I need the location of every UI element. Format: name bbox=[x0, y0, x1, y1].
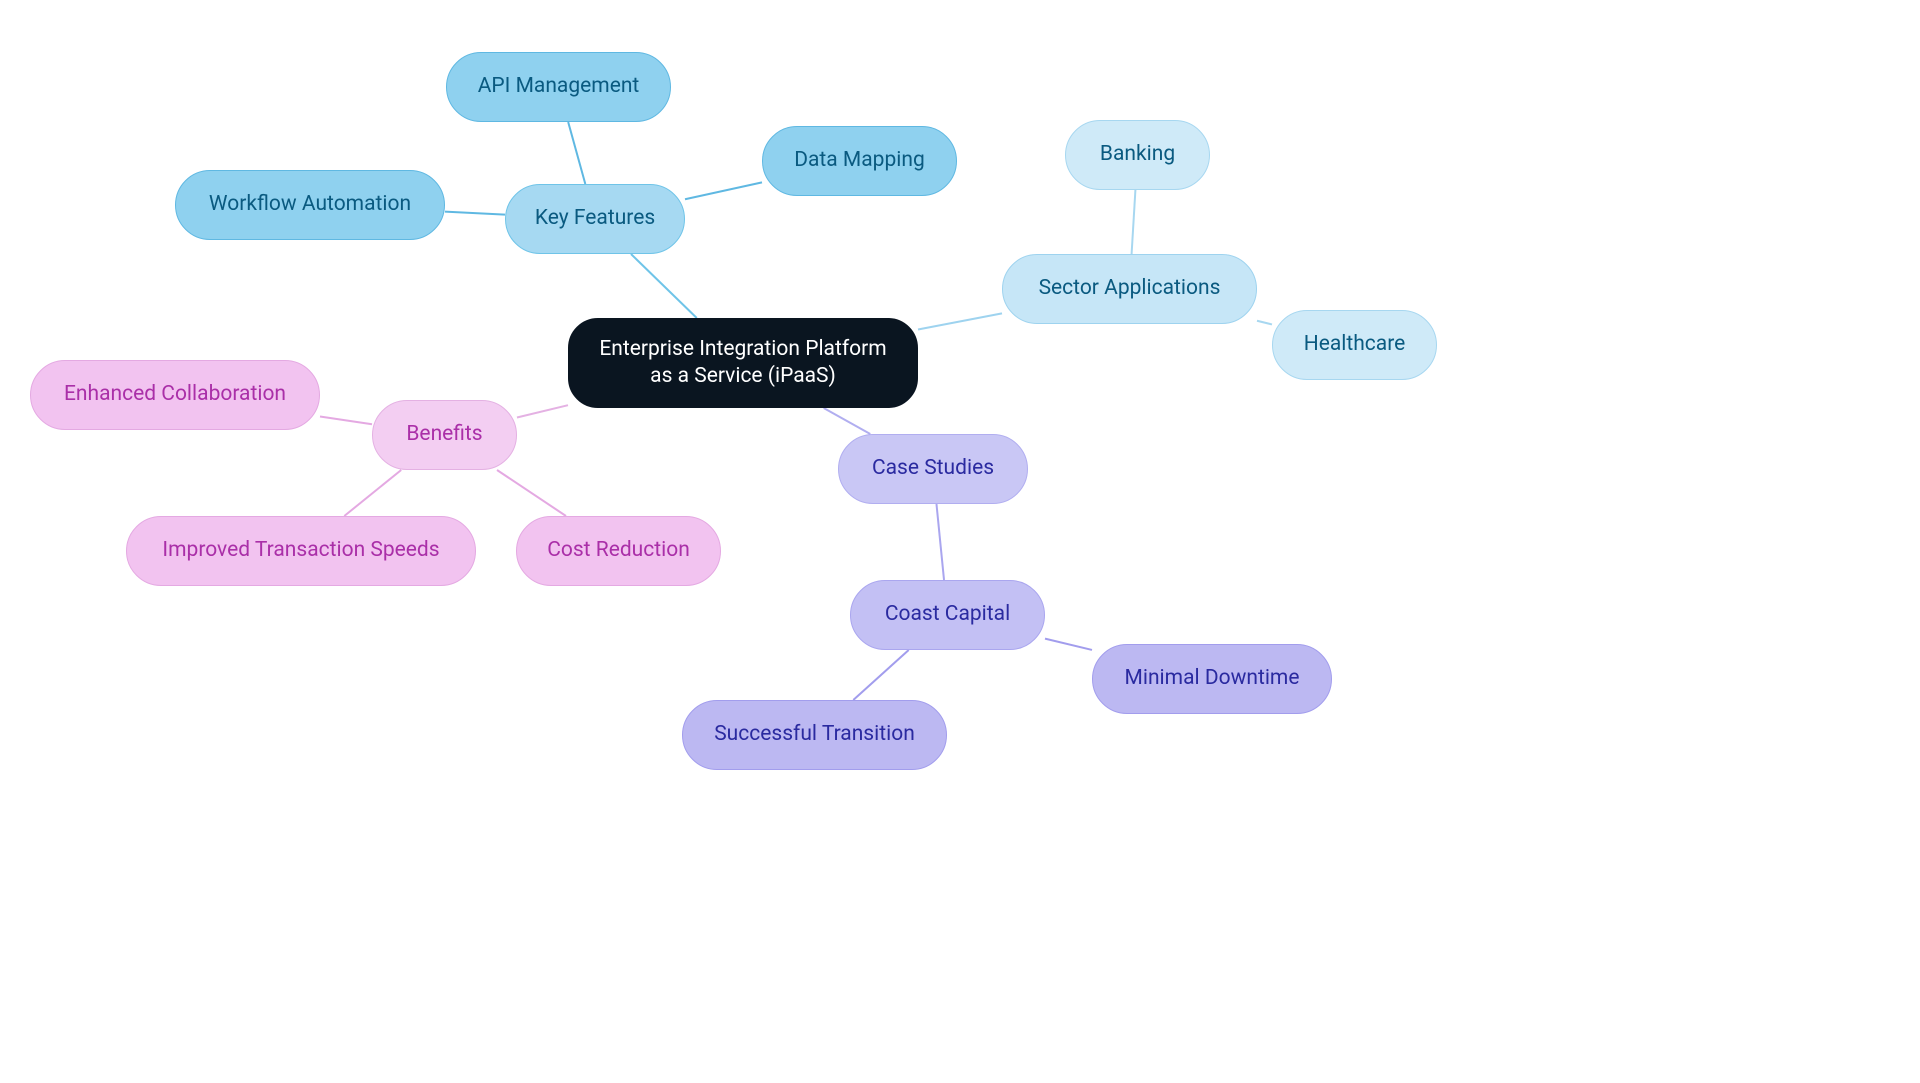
node-sector_apps: Sector Applications bbox=[1002, 254, 1257, 324]
node-root: Enterprise Integration Platform as a Ser… bbox=[568, 318, 918, 408]
edge-key_features-data_mapping bbox=[685, 182, 762, 199]
node-key_features: Key Features bbox=[505, 184, 685, 254]
node-data_mapping: Data Mapping bbox=[762, 126, 957, 196]
edge-root-case_studies bbox=[824, 408, 871, 434]
edge-benefits-enh_collab bbox=[320, 417, 372, 425]
node-api_mgmt: API Management bbox=[446, 52, 671, 122]
edge-root-key_features bbox=[631, 254, 697, 318]
node-case_studies: Case Studies bbox=[838, 434, 1028, 504]
edge-key_features-api_mgmt bbox=[568, 122, 585, 184]
node-succ_trans: Successful Transition bbox=[682, 700, 947, 770]
node-healthcare: Healthcare bbox=[1272, 310, 1437, 380]
node-min_downtime: Minimal Downtime bbox=[1092, 644, 1332, 714]
edge-case_studies-coast_capital bbox=[936, 504, 944, 580]
edge-benefits-cost_red bbox=[497, 470, 566, 516]
node-benefits: Benefits bbox=[372, 400, 517, 470]
edge-benefits-imp_trans bbox=[344, 470, 401, 516]
node-imp_trans: Improved Transaction Speeds bbox=[126, 516, 476, 586]
node-workflow_auto: Workflow Automation bbox=[175, 170, 445, 240]
edge-root-benefits bbox=[517, 405, 568, 417]
edge-sector_apps-banking bbox=[1132, 190, 1136, 254]
node-banking: Banking bbox=[1065, 120, 1210, 190]
node-enh_collab: Enhanced Collaboration bbox=[30, 360, 320, 430]
edge-sector_apps-healthcare bbox=[1257, 321, 1272, 325]
edge-coast_capital-succ_trans bbox=[853, 650, 908, 700]
edge-root-sector_apps bbox=[918, 313, 1002, 329]
node-coast_capital: Coast Capital bbox=[850, 580, 1045, 650]
edge-key_features-workflow_auto bbox=[445, 212, 505, 215]
edge-coast_capital-min_downtime bbox=[1045, 639, 1092, 650]
node-cost_red: Cost Reduction bbox=[516, 516, 721, 586]
